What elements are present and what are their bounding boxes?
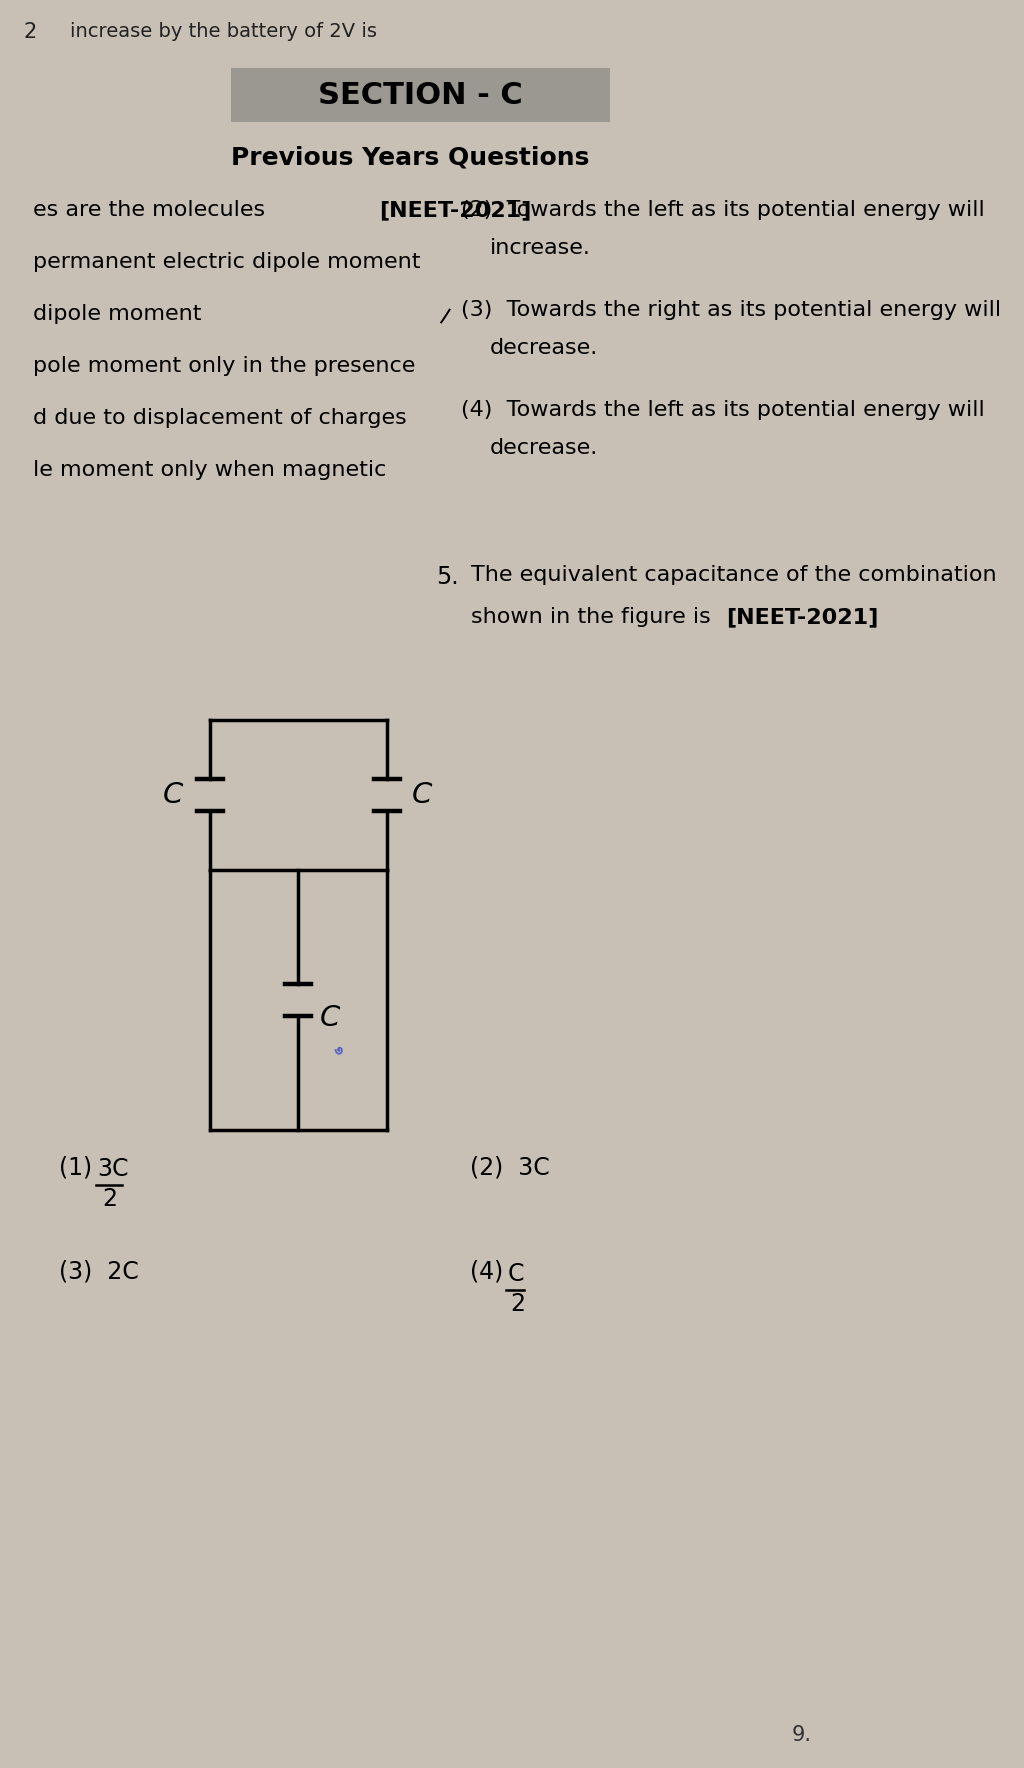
Text: d due to displacement of charges: d due to displacement of charges: [33, 408, 407, 428]
Text: C: C: [163, 781, 183, 810]
Text: (4)  Towards the left as its potential energy will: (4) Towards the left as its potential en…: [461, 400, 985, 421]
Text: 2: 2: [102, 1186, 117, 1211]
Text: 9.: 9.: [792, 1726, 811, 1745]
Text: pole moment only in the presence: pole moment only in the presence: [33, 355, 416, 377]
Text: [NEET-2021]: [NEET-2021]: [726, 606, 879, 628]
Text: (1): (1): [59, 1155, 92, 1179]
Text: 3C: 3C: [97, 1156, 129, 1181]
Text: increase by the battery of 2V is: increase by the battery of 2V is: [70, 21, 377, 41]
Text: [NEET-2021]: [NEET-2021]: [379, 200, 531, 219]
Text: (2)  3C: (2) 3C: [470, 1155, 549, 1179]
Text: (4): (4): [470, 1261, 503, 1284]
Text: le moment only when magnetic: le moment only when magnetic: [33, 460, 386, 479]
Text: increase.: increase.: [490, 239, 591, 258]
Text: decrease.: decrease.: [490, 438, 598, 458]
Text: 2: 2: [510, 1292, 525, 1315]
Text: permanent electric dipole moment: permanent electric dipole moment: [33, 253, 421, 272]
Text: C: C: [319, 1004, 340, 1033]
Text: Previous Years Questions: Previous Years Questions: [230, 145, 589, 170]
Text: (3)  Towards the right as its potential energy will: (3) Towards the right as its potential e…: [461, 301, 1001, 320]
Text: es are the molecules: es are the molecules: [33, 200, 265, 219]
Text: (2)  Towards the left as its potential energy will: (2) Towards the left as its potential en…: [461, 200, 985, 219]
Text: The equivalent capacitance of the combination: The equivalent capacitance of the combin…: [471, 566, 996, 585]
Text: C: C: [412, 781, 432, 810]
Text: SECTION - C: SECTION - C: [317, 81, 522, 110]
Text: (3)  2C: (3) 2C: [59, 1261, 139, 1284]
Text: C: C: [508, 1262, 524, 1285]
Text: 5.: 5.: [436, 566, 459, 589]
Text: decrease.: decrease.: [490, 338, 598, 357]
Text: dipole moment: dipole moment: [33, 304, 202, 324]
Text: 2: 2: [24, 21, 36, 42]
Bar: [230, 67, 609, 122]
Text: shown in the figure is: shown in the figure is: [471, 606, 711, 628]
